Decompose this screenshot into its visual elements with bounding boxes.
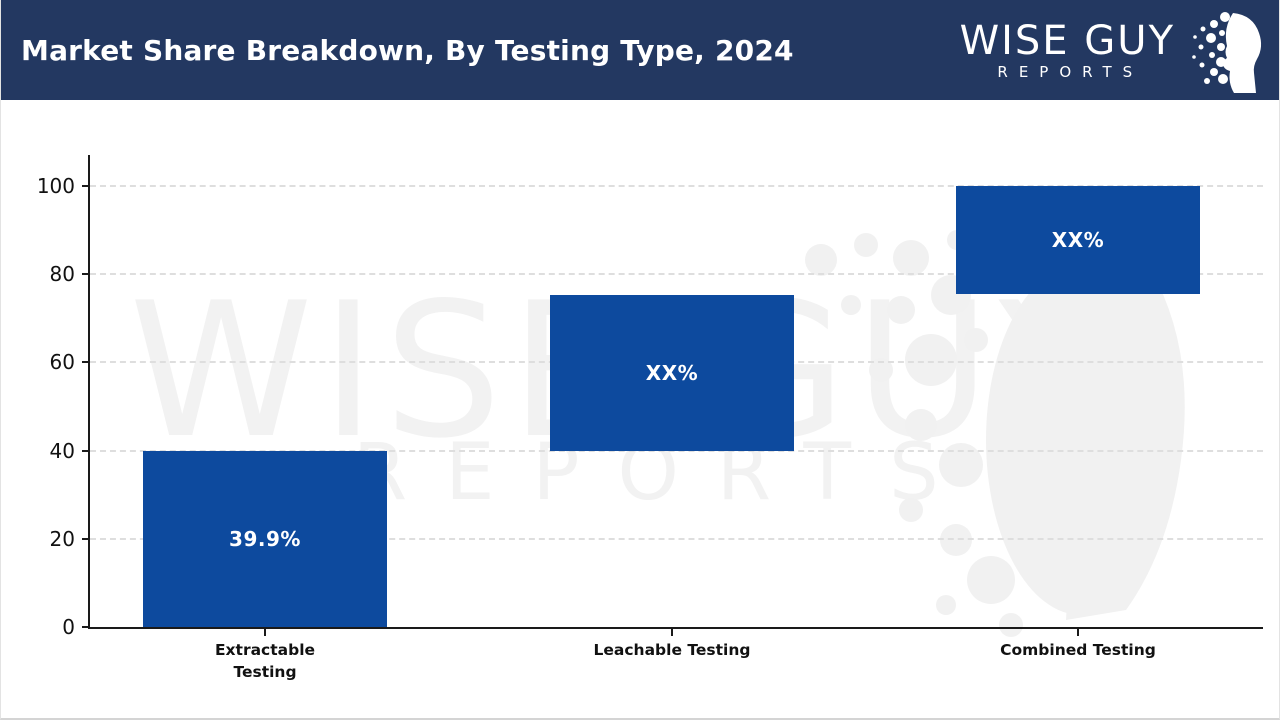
page-title: Market Share Breakdown, By Testing Type,… (21, 33, 794, 67)
bar-value-label: XX% (1051, 227, 1105, 252)
y-axis-tick (82, 361, 89, 364)
y-axis-tick (82, 184, 89, 187)
logo-subtitle: REPORTS (997, 62, 1144, 81)
x-axis-line (88, 627, 1263, 629)
bar-segment: XX% (956, 185, 1200, 294)
wise-guy-reports-logo: WISE GUY REPORTS (960, 7, 1279, 93)
y-axis-tick (82, 449, 89, 452)
y-tick-label: 20 (49, 526, 75, 551)
grid-line (90, 273, 1263, 276)
y-tick-label: 40 (49, 438, 75, 463)
y-tick-label: 60 (49, 350, 75, 375)
watermark-face-dots-icon (805, 230, 1185, 637)
logo-wordmark: WISE GUY (959, 17, 1175, 64)
y-axis-tick (82, 537, 89, 540)
x-axis-tick (264, 629, 266, 636)
category-label: Combined Testing (1000, 641, 1156, 659)
x-axis-tick (1077, 629, 1079, 636)
x-axis-tick (671, 629, 673, 636)
bar-value-label: 39.9% (229, 526, 301, 551)
y-tick-label: 0 (62, 615, 75, 639)
grid-line (90, 184, 1263, 187)
y-tick-label: 100 (36, 173, 75, 198)
logo-face-icon (1192, 12, 1262, 93)
bar-segment: XX% (550, 294, 794, 451)
bar-segment: 39.9% (143, 450, 387, 627)
y-axis-tick (82, 273, 89, 276)
header-bar: Market Share Breakdown, By Testing Type,… (1, 0, 1279, 100)
y-axis-line (88, 155, 90, 629)
category-label: Leachable Testing (593, 641, 751, 659)
grid-line (90, 537, 1263, 540)
bar-value-label: XX% (645, 360, 699, 385)
grid-line (90, 449, 1263, 452)
y-axis-tick (82, 626, 89, 628)
y-tick-label: 80 (49, 262, 75, 287)
logo-text: WISE GUY REPORTS (960, 20, 1175, 81)
category-label: Extractable Testing (214, 641, 316, 681)
